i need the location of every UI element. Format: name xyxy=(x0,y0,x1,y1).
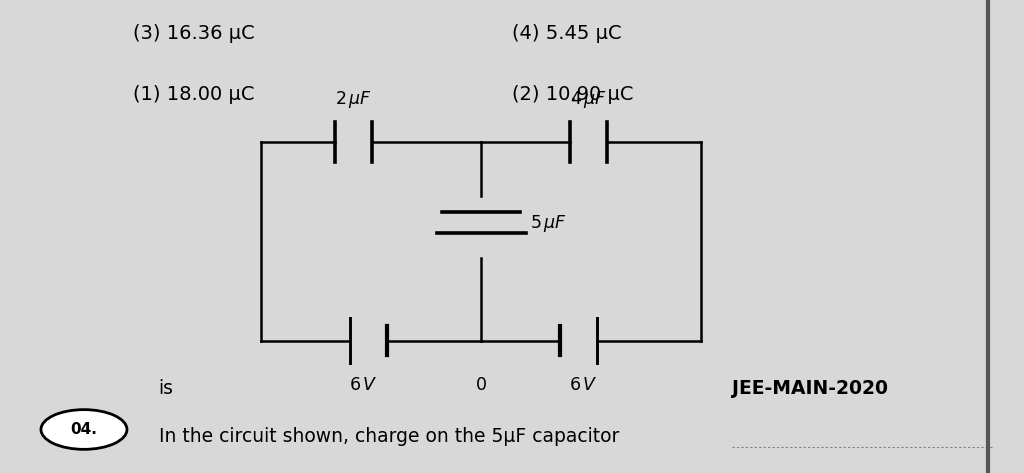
Text: $4\,\mu F$: $4\,\mu F$ xyxy=(570,89,607,110)
Circle shape xyxy=(41,410,127,449)
Text: (1) 18.00 μC: (1) 18.00 μC xyxy=(133,85,255,104)
Text: (4) 5.45 μC: (4) 5.45 μC xyxy=(512,24,622,43)
Text: In the circuit shown, charge on the 5μF capacitor: In the circuit shown, charge on the 5μF … xyxy=(159,427,620,446)
Text: $0$: $0$ xyxy=(475,377,487,394)
Text: 04.: 04. xyxy=(71,422,97,437)
Text: JEE-MAIN-2020: JEE-MAIN-2020 xyxy=(732,379,888,398)
Text: $5\,\mu F$: $5\,\mu F$ xyxy=(530,213,567,234)
Text: (2) 10.90 μC: (2) 10.90 μC xyxy=(512,85,634,104)
Text: $2\,\mu F$: $2\,\mu F$ xyxy=(335,89,372,110)
Text: is: is xyxy=(159,379,174,398)
Text: (3) 16.36 μC: (3) 16.36 μC xyxy=(133,24,255,43)
Text: $6\,V$: $6\,V$ xyxy=(349,377,378,394)
Text: $6\,V$: $6\,V$ xyxy=(569,377,598,394)
